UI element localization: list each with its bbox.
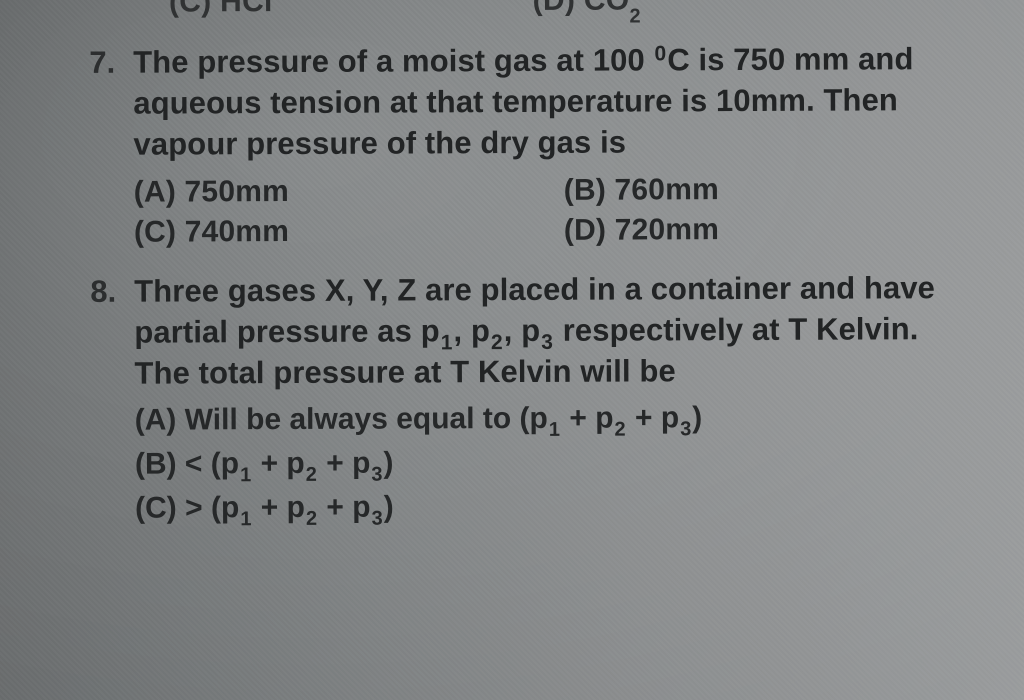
prev-question-options-row: (C) HCl (D) CO2 (55, 0, 975, 25)
question-7-row: 7. The pressure of a moist gas at 100 0C… (55, 39, 976, 166)
option-8c: (C) > (p1 + p2 + p3) (135, 488, 977, 526)
prev-option-c: (C) HCl (169, 0, 273, 25)
prev-option-d: (D) CO2 (533, 0, 641, 23)
page-content: (C) HCl (D) CO2 7. The pressure of a moi… (55, 0, 977, 526)
question-8: 8. Three gases X, Y, Z are placed in a c… (56, 268, 977, 527)
question-7-options: (A) 750mm (B) 760mm (C) 740mm (D) 720mm (56, 172, 976, 250)
prev-option-d-sub: 2 (629, 5, 641, 27)
option-7d: (D) 720mm (564, 212, 976, 248)
option-7a: (A) 750mm (134, 174, 564, 210)
question-7-options-row-1: (A) 750mm (B) 760mm (134, 172, 976, 210)
question-7-options-row-2: (C) 740mm (D) 720mm (134, 212, 976, 250)
question-8-text: Three gases X, Y, Z are placed in a cont… (134, 268, 977, 394)
question-8-number: 8. (56, 271, 134, 309)
question-7: 7. The pressure of a moist gas at 100 0C… (55, 39, 976, 250)
option-7b: (B) 760mm (564, 172, 976, 208)
question-7-number: 7. (55, 43, 133, 81)
question-8-row: 8. Three gases X, Y, Z are placed in a c… (56, 268, 977, 395)
option-7c: (C) 740mm (134, 214, 564, 250)
prev-option-d-prefix: (D) CO (533, 0, 630, 17)
question-8-options: (A) Will be always equal to (p1 + p2 + p… (57, 400, 978, 526)
option-8b: (B) < (p1 + p2 + p3) (135, 444, 977, 482)
option-8a: (A) Will be always equal to (p1 + p2 + p… (135, 400, 977, 438)
question-7-text: The pressure of a moist gas at 100 0C is… (133, 39, 976, 165)
